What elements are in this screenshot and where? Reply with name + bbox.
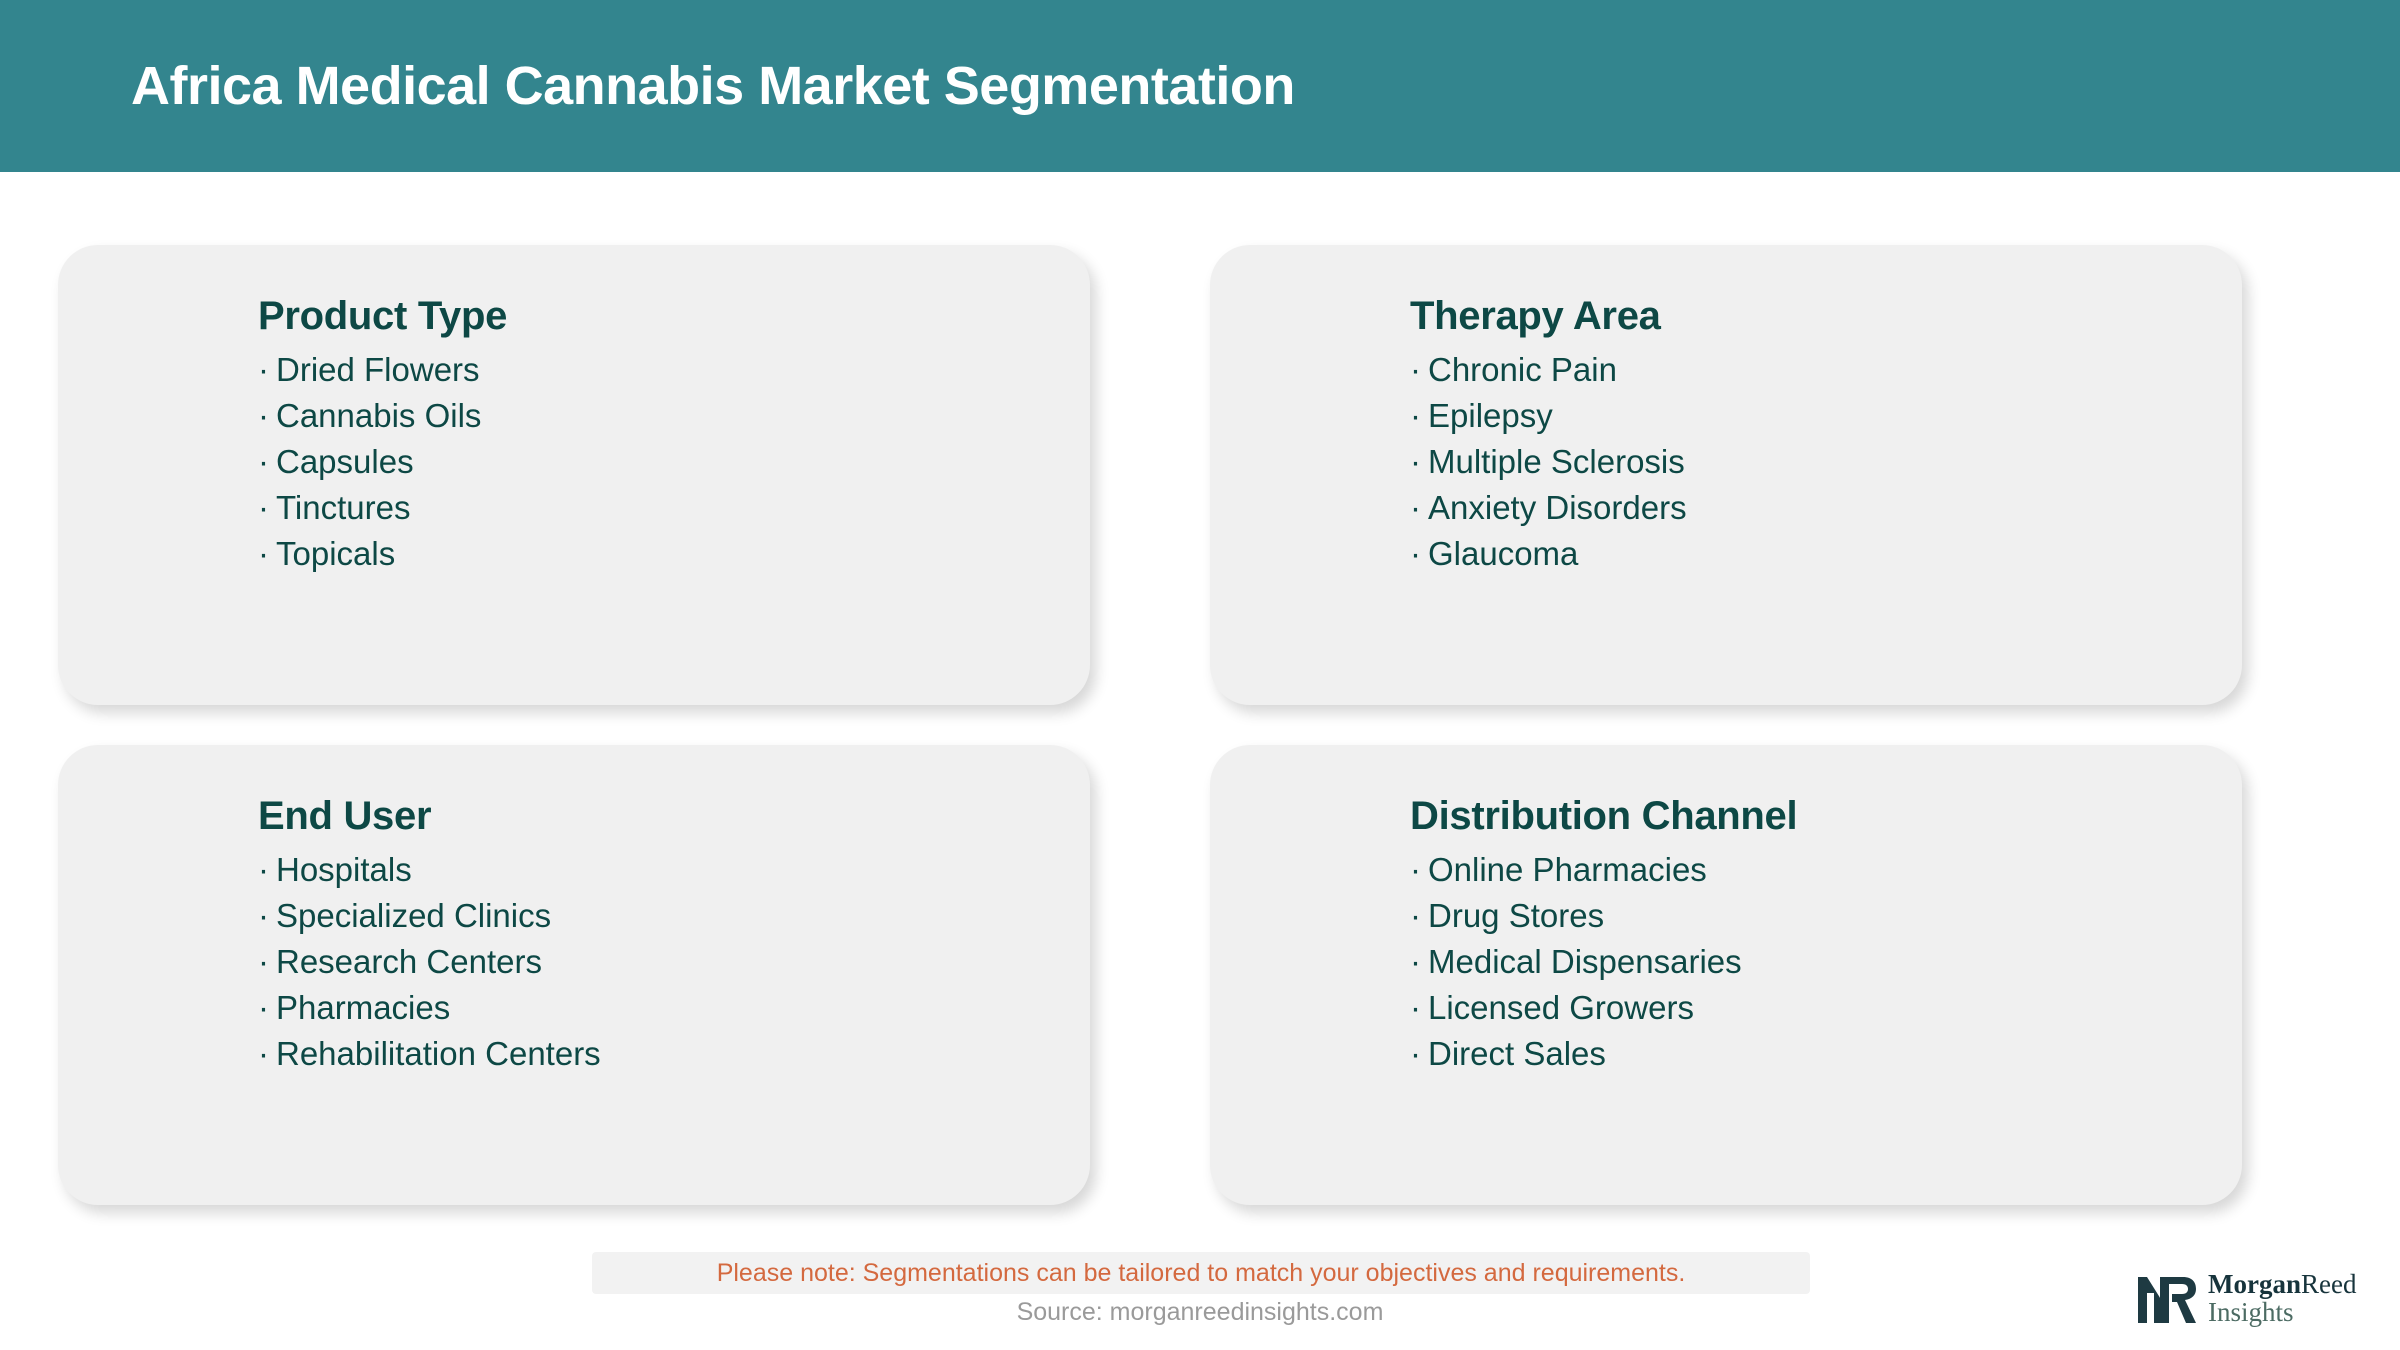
list-item-label: Rehabilitation Centers [276,1035,601,1072]
segmentation-card-product-type: Product Type · Dried Flowers · Cannabis Oi… [58,245,1090,705]
card-item-list: · Online Pharmacies · Drug Stores · Medical… [1410,847,2222,1077]
list-item-label: Anxiety Disorders [1428,489,1687,526]
logo-company-name: MorganReed [2208,1271,2356,1299]
list-item-label: Epilepsy [1428,397,1553,434]
brand-logo: MorganReed Insights [2136,1262,2368,1336]
bullet-icon: · [258,443,269,480]
bullet-icon: · [258,943,269,980]
bullet-icon: · [258,897,269,934]
list-item: · Multiple Sclerosis [1410,439,2222,485]
list-item: · Pharmacies [258,985,1070,1031]
list-item: · Research Centers [258,939,1070,985]
list-item: · Cannabis Oils [258,393,1070,439]
card-title: Distribution Channel [1410,794,1798,838]
bullet-icon: · [1410,1035,1421,1072]
bullet-icon: · [258,397,269,434]
list-item-label: Direct Sales [1428,1035,1606,1072]
list-item: · Capsules [258,439,1070,485]
list-item: · Hospitals [258,847,1070,893]
bullet-icon: · [1410,443,1421,480]
card-title: Product Type [258,294,508,338]
list-item: · Glaucoma [1410,531,2222,577]
note-text: Please note: Segmentations can be tailor… [716,1258,1686,1287]
card-content: Distribution Channel · Online Pharmacies … [1410,793,2222,1077]
note-banner: Please note: Segmentations can be tailor… [592,1252,1810,1294]
bullet-icon: · [1410,989,1421,1026]
list-item: · Online Pharmacies [1410,847,2222,893]
list-item: · Drug Stores [1410,893,2222,939]
bullet-icon: · [1410,535,1421,572]
card-title: Therapy Area [1410,294,1661,338]
list-item-label: Hospitals [276,851,412,888]
list-item: · Epilepsy [1410,393,2222,439]
bullet-icon: · [258,989,269,1026]
card-content: End User · Hospitals · Specialized Clinics… [258,793,1070,1077]
list-item: · Rehabilitation Centers [258,1031,1070,1077]
bullet-icon: · [258,851,269,888]
list-item: · Dried Flowers [258,347,1070,393]
list-item-label: Specialized Clinics [276,897,552,934]
list-item-label: Online Pharmacies [1428,851,1707,888]
list-item-label: Dried Flowers [276,351,480,388]
segmentation-card-distribution-channel: Distribution Channel · Online Pharmacies … [1210,745,2242,1205]
logo-word-morgan: Morgan [2208,1269,2301,1300]
bullet-icon: · [258,1035,269,1072]
list-item-label: Cannabis Oils [276,397,482,434]
list-item: · Tinctures [258,485,1070,531]
list-item-label: Glaucoma [1428,535,1579,572]
list-item-label: Topicals [276,535,396,572]
card-content: Product Type · Dried Flowers · Cannabis Oi… [258,293,1070,577]
card-title: End User [258,794,432,838]
card-item-list: · Dried Flowers · Cannabis Oils · Capsules … [258,347,1070,577]
card-item-list: · Hospitals · Specialized Clinics · Researc… [258,847,1070,1077]
list-item-label: Licensed Growers [1428,989,1694,1026]
list-item-label: Tinctures [276,489,411,526]
list-item-label: Medical Dispensaries [1428,943,1742,980]
bullet-icon: · [1410,397,1421,434]
bullet-icon: · [258,351,269,388]
page-title: Africa Medical Cannabis Market Segmentat… [131,56,1295,116]
list-item-label: Multiple Sclerosis [1428,443,1685,480]
list-item: · Medical Dispensaries [1410,939,2222,985]
logo-word-reed: Reed [2300,1269,2357,1300]
list-item-label: Capsules [276,443,414,480]
list-item: · Specialized Clinics [258,893,1070,939]
list-item-label: Drug Stores [1428,897,1605,934]
list-item: · Chronic Pain [1410,347,2222,393]
list-item: · Direct Sales [1410,1031,2222,1077]
list-item: · Anxiety Disorders [1410,485,2222,531]
header-bar: Africa Medical Cannabis Market Segmentat… [0,0,2400,172]
bullet-icon: · [1410,489,1421,526]
segmentation-card-therapy-area: Therapy Area · Chronic Pain · Epilepsy · Mu… [1210,245,2242,705]
bullet-icon: · [1410,897,1421,934]
list-item-label: Pharmacies [276,989,451,1026]
list-item: · Licensed Growers [1410,985,2222,1031]
bullet-icon: · [258,489,269,526]
bullet-icon: · [258,535,269,572]
bullet-icon: · [1410,851,1421,888]
segmentation-card-grid: Product Type · Dried Flowers · Cannabis Oi… [58,245,2242,1205]
card-content: Therapy Area · Chronic Pain · Epilepsy · Mu… [1410,293,2222,577]
segmentation-card-end-user: End User · Hospitals · Specialized Clinics… [58,745,1090,1205]
mr-monogram-icon [2138,1277,2196,1323]
list-item: · Topicals [258,531,1070,577]
list-item-label: Research Centers [276,943,542,980]
bullet-icon: · [1410,943,1421,980]
logo-tagline: Insights [2208,1297,2294,1327]
bullet-icon: · [1410,351,1421,388]
source-text: Source: morganreedinsights.com [1016,1298,1384,1326]
list-item-label: Chronic Pain [1428,351,1617,388]
logo-wordmark: MorganReed Insights [2208,1271,2356,1326]
card-item-list: · Chronic Pain · Epilepsy · Multiple Sclero… [1410,347,2222,577]
